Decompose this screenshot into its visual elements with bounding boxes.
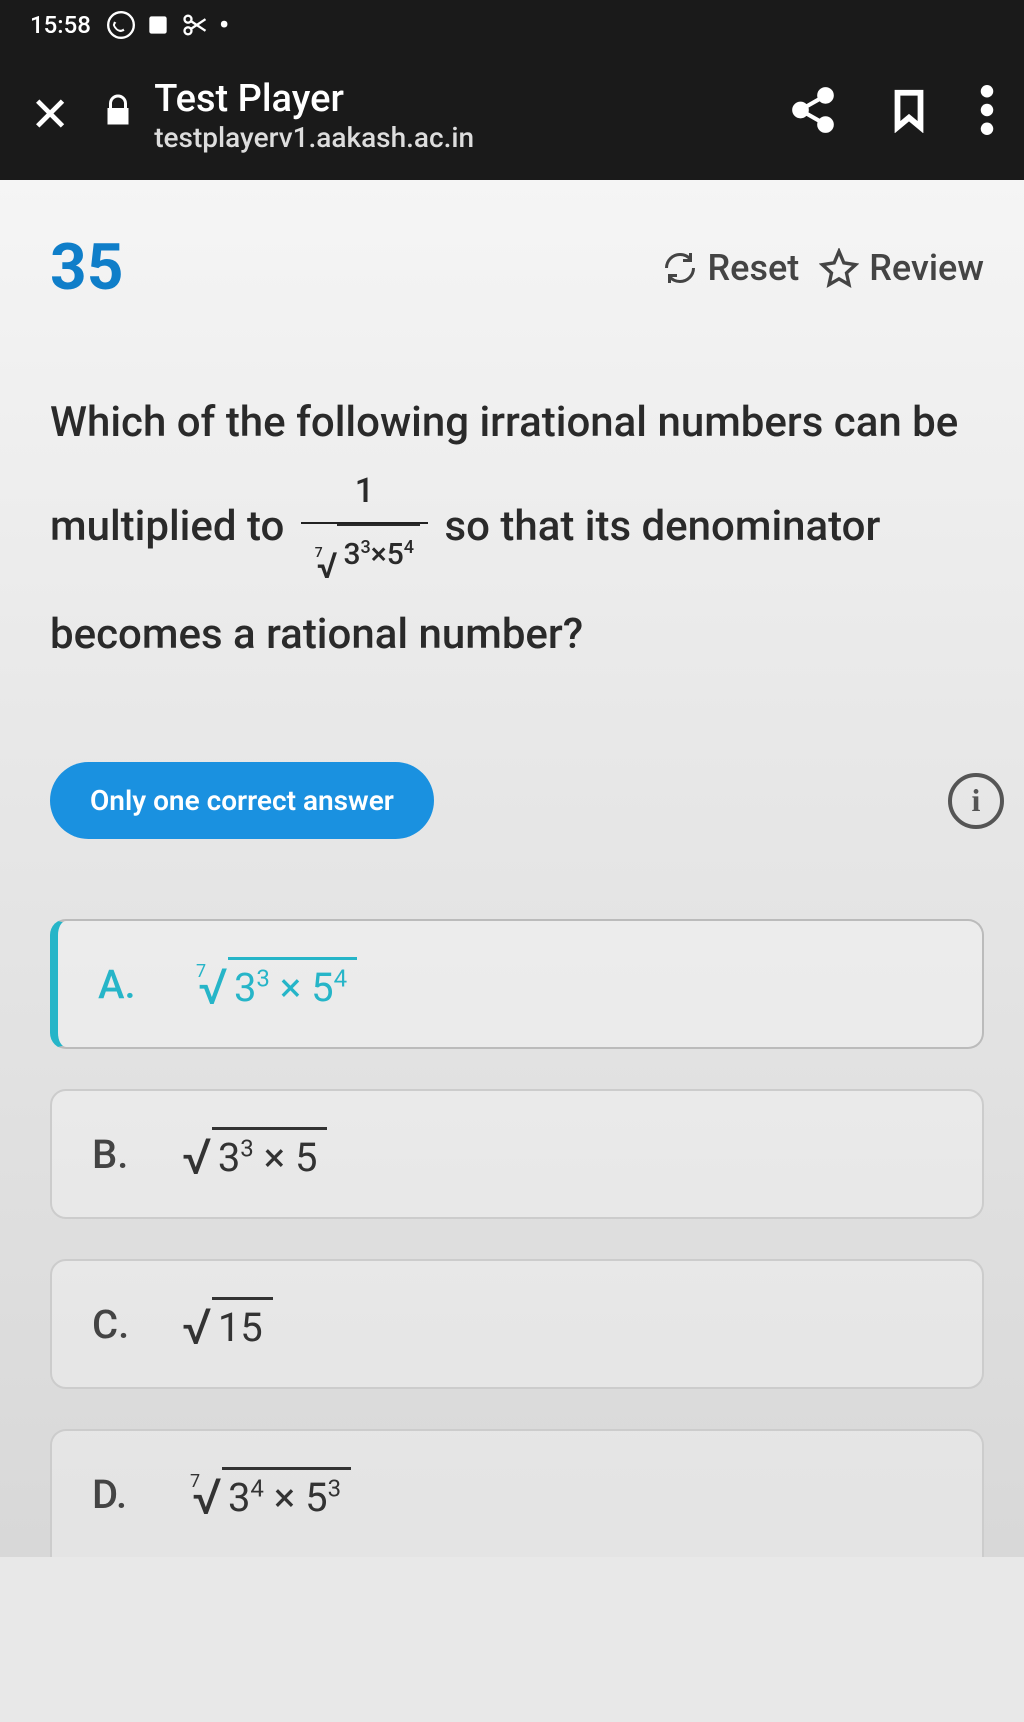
page-title: Test Player [154, 77, 788, 121]
phone-status-bar: 15:58 • [0, 0, 1024, 50]
option-d-math: 7 √ 34 × 53 [182, 1467, 351, 1521]
status-time: 15:58 [30, 11, 91, 39]
badge-row: Only one correct answer i [50, 762, 984, 839]
whatsapp-icon [107, 11, 135, 39]
question-text: Which of the following irrational number… [50, 385, 984, 672]
answer-type-badge: Only one correct answer [50, 762, 434, 839]
option-a[interactable]: A. 7 √ 33 × 54 [50, 919, 984, 1049]
share-icon[interactable] [788, 85, 838, 146]
browser-bar: ✕ Test Player testplayerv1.aakash.ac.in [0, 50, 1024, 180]
question-fraction: 1 7 √ 33×54 [301, 461, 428, 597]
status-icons: • [107, 8, 230, 43]
option-c[interactable]: C. √ 15 [50, 1259, 984, 1389]
reset-button[interactable]: Reset [662, 247, 800, 289]
star-icon [819, 248, 859, 288]
option-d[interactable]: D. 7 √ 34 × 53 [50, 1429, 984, 1557]
close-icon[interactable]: ✕ [30, 91, 100, 139]
notification-icon [145, 12, 171, 38]
options-list: A. 7 √ 33 × 54 B. √ 33 × 5 C. √ 15 D. [50, 919, 984, 1557]
question-content: 35 Reset Review Which of the following i… [0, 180, 1024, 1557]
reset-icon [662, 250, 698, 286]
bookmark-icon[interactable] [886, 87, 932, 144]
url-block[interactable]: Test Player testplayerv1.aakash.ac.in [154, 77, 788, 154]
option-c-math: √ 15 [182, 1297, 273, 1351]
option-b-math: √ 33 × 5 [182, 1127, 327, 1181]
lock-icon [100, 93, 136, 137]
info-icon[interactable]: i [948, 773, 1004, 829]
review-button[interactable]: Review [819, 247, 984, 289]
more-icon[interactable] [980, 85, 994, 146]
question-number: 35 [50, 230, 123, 305]
page-url: testplayerv1.aakash.ac.in [154, 121, 788, 154]
question-header: 35 Reset Review [50, 230, 984, 305]
scissors-icon [181, 11, 209, 39]
option-b[interactable]: B. √ 33 × 5 [50, 1089, 984, 1219]
option-a-math: 7 √ 33 × 54 [188, 957, 357, 1011]
